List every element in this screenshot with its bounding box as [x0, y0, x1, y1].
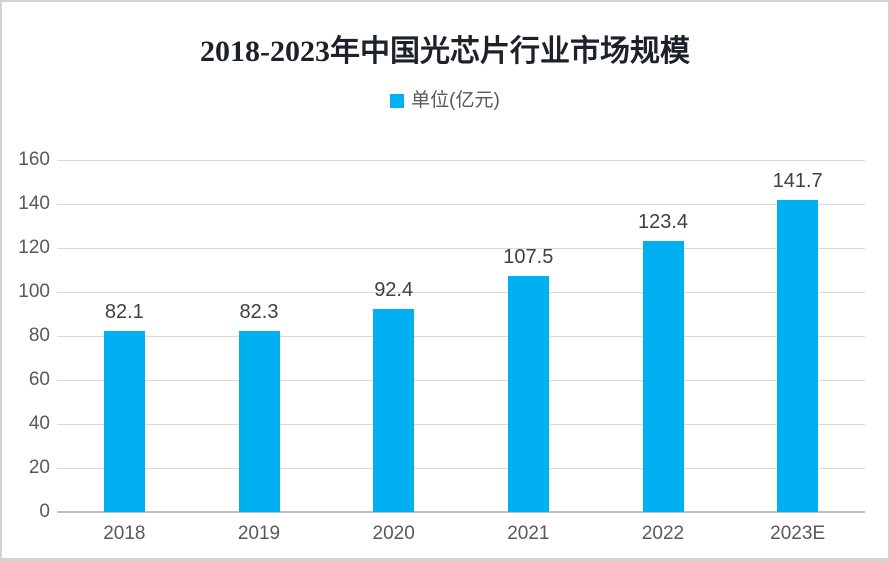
bar	[777, 200, 819, 512]
x-axis-tick-label: 2019	[237, 523, 281, 544]
gridline	[57, 467, 865, 469]
gridline	[57, 379, 865, 381]
y-axis-tick-label: 20	[28, 457, 50, 478]
bar	[373, 308, 415, 512]
y-axis-tick-label: 140	[18, 193, 50, 214]
y-axis-tick-label: 160	[18, 149, 50, 170]
y-axis: 0 20 40 60 80 100 120 140 160	[2, 149, 50, 522]
gridline	[57, 423, 865, 425]
y-axis-tick-label: 80	[28, 325, 50, 346]
gridline	[57, 291, 865, 293]
bar-value-label: 123.4	[637, 210, 689, 233]
bar	[507, 275, 549, 512]
plot-area: 82.1 82.3 92.4 107.5 123.4 141.7	[57, 159, 865, 513]
y-axis-tick-label: 40	[28, 413, 50, 434]
bar	[238, 330, 280, 512]
bar-value-label: 92.4	[374, 278, 414, 301]
legend-label: 单位(亿元)	[411, 90, 500, 111]
y-axis-tick-label: 120	[18, 237, 50, 258]
bar-value-label: 141.7	[772, 170, 823, 193]
x-axis-line	[57, 510, 865, 513]
bar	[642, 240, 684, 512]
x-axis-tick-label: 2023E	[770, 523, 826, 544]
gridline	[57, 335, 865, 337]
bar-value-label: 107.5	[503, 245, 554, 268]
x-axis-tick-label: 2018	[103, 523, 146, 544]
bar-value-label: 82.3	[239, 300, 279, 323]
gridline	[57, 247, 865, 249]
x-axis: 2018 2019 2020 2021 2022 2023E	[57, 520, 865, 546]
y-axis-tick-label: 100	[18, 281, 50, 302]
bar	[103, 331, 145, 512]
y-axis-tick-label: 60	[28, 369, 50, 390]
gridline	[57, 203, 865, 205]
y-axis-tick-label: 0	[39, 501, 50, 522]
x-axis-tick-label: 2021	[507, 523, 550, 544]
x-axis-tick-label: 2020	[372, 523, 415, 544]
x-axis-tick-label: 2022	[641, 523, 685, 544]
chart-title: 2018-2023年中国光芯片行业市场规模	[200, 35, 690, 68]
legend: 单位(亿元)	[2, 90, 888, 112]
gridline	[57, 159, 865, 161]
legend-swatch-icon	[390, 94, 405, 108]
bar-value-label: 82.1	[104, 301, 144, 324]
